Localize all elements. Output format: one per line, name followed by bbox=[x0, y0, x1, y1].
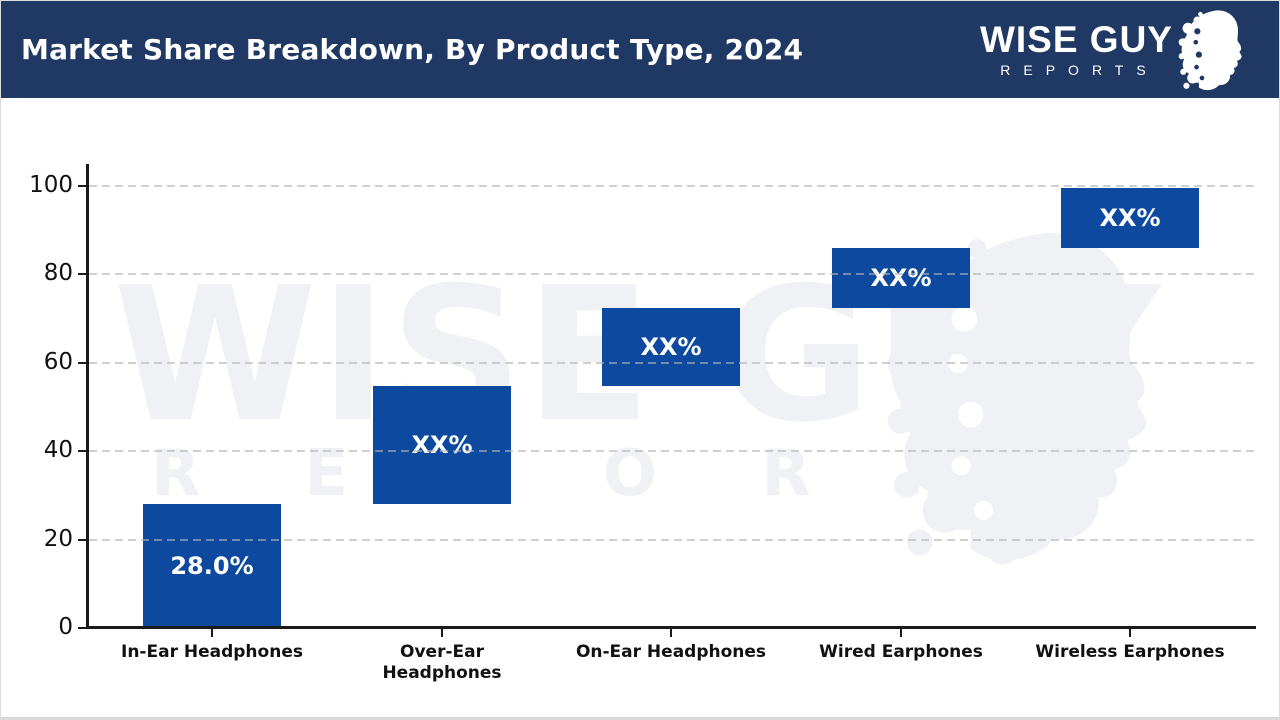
x-category-label: Wired Earphones bbox=[819, 642, 983, 662]
y-tick-label: 100 bbox=[29, 172, 73, 198]
gridline-40 bbox=[89, 450, 1254, 453]
y-tick-mark bbox=[78, 361, 86, 364]
x-tick-mark bbox=[211, 629, 213, 637]
bar-wired-earphones[interactable]: XX% bbox=[832, 247, 970, 308]
logo-text: WISE GUY REPORTS bbox=[980, 21, 1173, 78]
bar-wireless-earphones[interactable]: XX% bbox=[1061, 188, 1199, 248]
y-tick-mark bbox=[78, 273, 86, 276]
bar-on-ear-headphones[interactable]: XX% bbox=[602, 307, 740, 387]
y-axis-spine bbox=[86, 164, 89, 629]
y-tick-label: 60 bbox=[43, 348, 73, 375]
y-tick-mark bbox=[78, 185, 86, 187]
bar-value-label: XX% bbox=[640, 333, 702, 362]
wise-guy-logo: WISE GUY REPORTS bbox=[980, 8, 1255, 92]
y-tick-mark bbox=[78, 450, 86, 453]
gridline-20 bbox=[89, 538, 1254, 541]
y-tick-mark bbox=[78, 538, 86, 541]
logo-subtext: REPORTS bbox=[1000, 62, 1159, 78]
x-category-label: Wireless Earphones bbox=[1035, 642, 1225, 662]
gridline-100 bbox=[89, 185, 1254, 187]
bar-over-ear-headphones[interactable]: XX% bbox=[373, 386, 511, 505]
y-tick-mark bbox=[78, 627, 86, 629]
logo-head-icon bbox=[1178, 9, 1242, 90]
header-bar: Market Share Breakdown, By Product Type,… bbox=[1, 1, 1279, 98]
y-tick-label: 40 bbox=[43, 437, 73, 464]
chart-title: Market Share Breakdown, By Product Type,… bbox=[21, 33, 804, 66]
y-tick-label: 0 bbox=[58, 614, 73, 640]
gridline-80 bbox=[89, 273, 1254, 276]
bar-in-ear-headphones[interactable]: 28.0% bbox=[143, 504, 281, 628]
bar-value-label: XX% bbox=[870, 263, 932, 292]
bar-value-label: XX% bbox=[411, 431, 473, 460]
bar-value-label: XX% bbox=[1099, 204, 1161, 233]
x-tick-mark bbox=[900, 629, 902, 637]
x-category-label: In-Ear Headphones bbox=[121, 642, 303, 662]
x-tick-mark bbox=[441, 629, 443, 637]
logo-wordmark: WISE GUY bbox=[979, 19, 1173, 60]
x-category-label: Over-Ear Headphones bbox=[382, 642, 502, 684]
y-tick-label: 20 bbox=[43, 525, 73, 552]
bottom-border bbox=[1, 717, 1279, 719]
x-tick-mark bbox=[670, 629, 672, 637]
x-tick-mark bbox=[1129, 629, 1131, 637]
y-tick-label: 80 bbox=[43, 260, 73, 287]
gridline-60 bbox=[89, 361, 1254, 364]
x-category-label: On-Ear Headphones bbox=[575, 642, 767, 662]
x-axis-spine bbox=[86, 626, 1256, 629]
bar-value-label: 28.0% bbox=[170, 552, 254, 581]
